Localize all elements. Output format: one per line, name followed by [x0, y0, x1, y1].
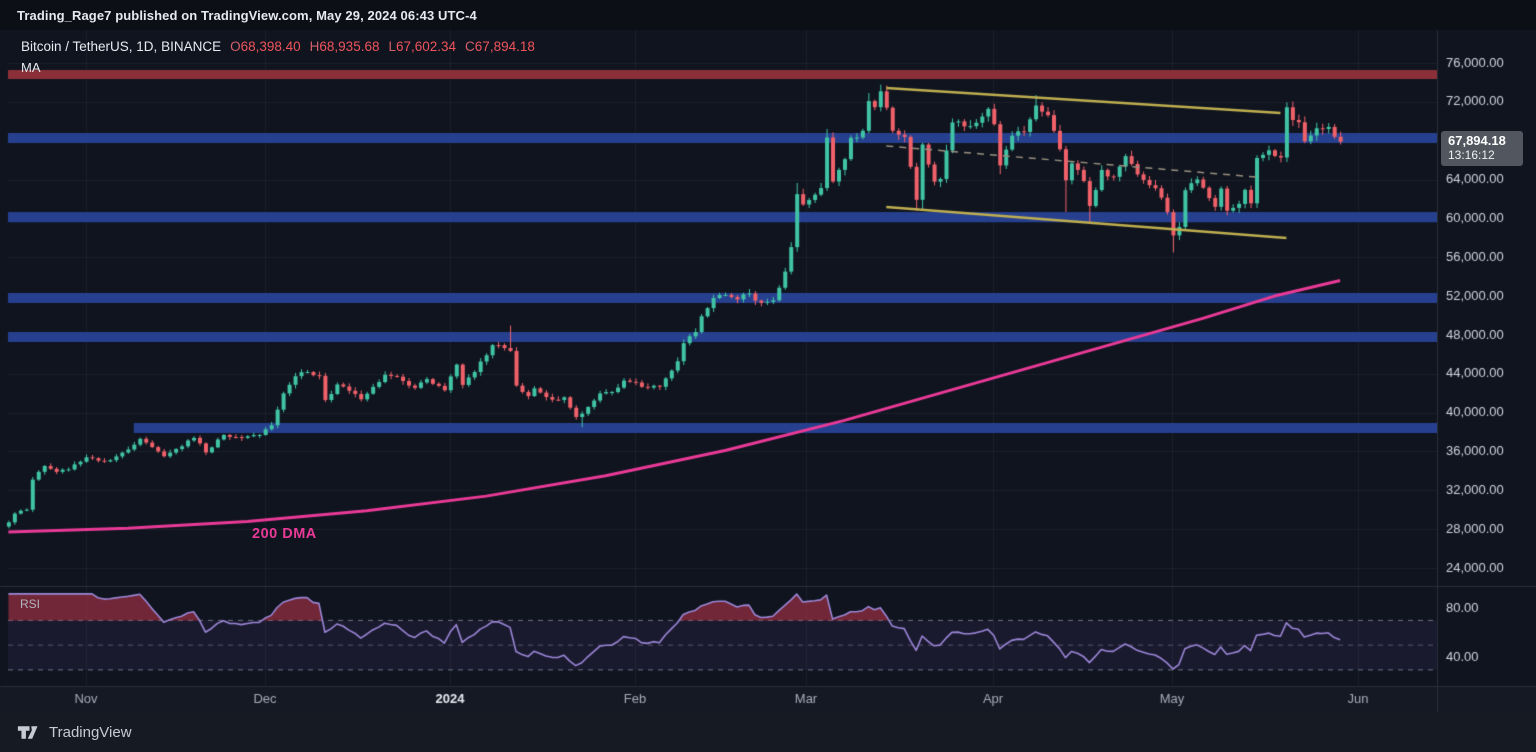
bar-close-countdown: 13:16:12 [1448, 148, 1495, 162]
chart-legend: Bitcoin / TetherUS, 1D, BINANCE O68,398.… [21, 39, 535, 54]
ma-indicator-label[interactable]: MA [21, 60, 41, 75]
time-axis[interactable] [0, 686, 1437, 712]
ohlc-close: C67,894.18 [465, 39, 535, 54]
tradingview-logo-icon [17, 725, 38, 739]
dma-annotation-label: 200 DMA [252, 526, 317, 542]
ohlc-high: H68,935.68 [309, 39, 380, 54]
last-price-label: 67,894.18 13:16:12 [1441, 131, 1523, 166]
price-chart-canvas[interactable] [0, 30, 1536, 712]
last-price-value: 67,894.18 [1448, 133, 1506, 148]
symbol-title[interactable]: Bitcoin / TetherUS, 1D, BINANCE [21, 39, 222, 54]
ohlc-open: O68,398.40 [230, 39, 301, 54]
footer-bar: TradingView [0, 712, 1536, 752]
tradingview-logo[interactable]: TradingView [17, 724, 132, 741]
price-axis[interactable] [1437, 30, 1536, 686]
ohlc-low: L67,602.34 [388, 39, 457, 54]
tradingview-brand-text: TradingView [49, 723, 132, 741]
published-header: Trading_Rage7 published on TradingView.c… [0, 0, 1536, 31]
rsi-indicator-label[interactable]: RSI [20, 597, 41, 611]
published-header-text: Trading_Rage7 published on TradingView.c… [17, 7, 477, 23]
